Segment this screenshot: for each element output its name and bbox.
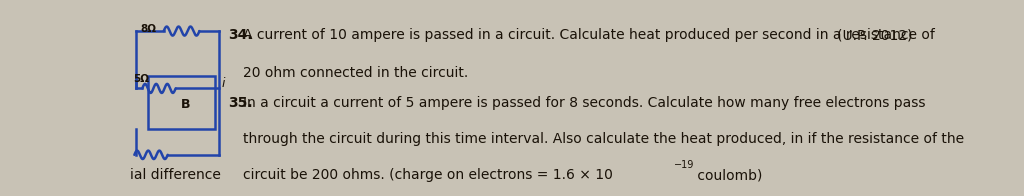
Text: (U.P. 2012): (U.P. 2012) xyxy=(837,28,912,42)
Text: 34.: 34. xyxy=(228,28,253,42)
Text: circuit be 200 ohms. (charge on electrons = 1.6 × 10: circuit be 200 ohms. (charge on electron… xyxy=(243,168,613,182)
Text: through the circuit during this time interval. Also calculate the heat produced,: through the circuit during this time int… xyxy=(243,132,965,146)
Text: 20 ohm connected in the circuit.: 20 ohm connected in the circuit. xyxy=(243,66,468,80)
Text: coulomb): coulomb) xyxy=(693,168,763,182)
Text: In a circuit a current of 5 ampere is passed for 8 seconds. Calculate how many f: In a circuit a current of 5 ampere is pa… xyxy=(243,96,926,110)
Text: −19: −19 xyxy=(674,160,694,170)
Bar xyxy=(147,76,215,129)
Text: i: i xyxy=(221,77,225,90)
Text: ial difference: ial difference xyxy=(130,168,220,182)
Text: 8Ω: 8Ω xyxy=(140,24,156,34)
Text: 35.: 35. xyxy=(228,96,253,110)
Text: A current of 10 ampere is passed in a circuit. Calculate heat produced per secon: A current of 10 ampere is passed in a ci… xyxy=(243,28,935,42)
Text: 5Ω: 5Ω xyxy=(133,74,150,84)
Text: B: B xyxy=(181,98,190,111)
